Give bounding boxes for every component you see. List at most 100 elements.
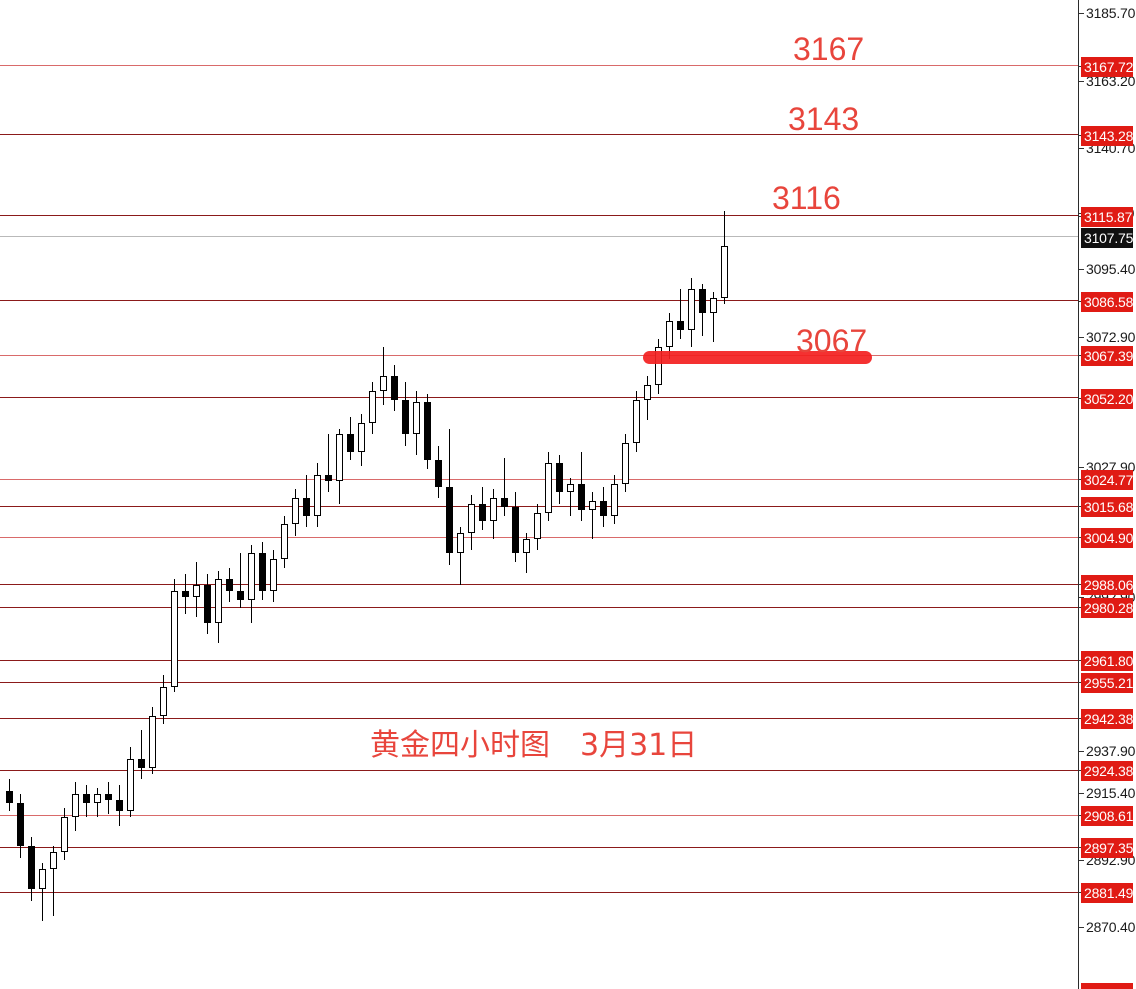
candle-body-bullish — [710, 298, 717, 313]
candle-body-bearish — [105, 793, 112, 800]
support-line — [0, 607, 1078, 608]
axis-level-label[interactable]: 2942.38 — [1081, 709, 1133, 729]
candle-body-bearish — [138, 759, 145, 768]
candle-body-bearish — [116, 799, 123, 812]
support-line — [0, 682, 1078, 683]
candle-body-bullish — [490, 498, 497, 522]
axis-level-label[interactable]: 3167.72 — [1081, 57, 1133, 77]
support-line — [0, 718, 1078, 719]
chart-plot-area: 3167 3143 3116 3067 黄金四小时图 3月31日 — [0, 32, 1078, 922]
axis-level-label[interactable]: 2897.35 — [1081, 838, 1133, 858]
axis-price-label: 3185.70 — [1086, 5, 1136, 21]
candle-body-bearish — [17, 802, 24, 846]
candle-body-bearish — [578, 483, 585, 510]
axis-level-label[interactable]: 3024.77 — [1081, 470, 1133, 490]
candle-body-bullish — [160, 686, 167, 716]
axis-level-label[interactable]: 3052.20 — [1081, 389, 1133, 409]
candle-body-bullish — [688, 289, 695, 330]
candle-body-bearish — [303, 498, 310, 516]
candle-body-bearish — [699, 289, 706, 313]
price-level-annotation: 3143 — [788, 101, 860, 137]
support-line — [0, 134, 1078, 135]
candle-body-bullish — [39, 869, 46, 890]
axis-level-label[interactable]: 2924.38 — [1081, 761, 1133, 781]
candle-body-bullish — [721, 245, 728, 299]
price-axis[interactable]: 3185.703163.203140.703118.203095.403072.… — [1078, 0, 1136, 989]
candle-wick — [328, 434, 329, 493]
axis-price-label: 3072.90 — [1086, 329, 1136, 345]
candle-body-bullish — [292, 498, 299, 525]
candle-body-bearish — [325, 474, 332, 481]
axis-level-label[interactable]: 3143.28 — [1081, 126, 1133, 146]
candle-wick — [42, 863, 43, 922]
candle-body-bullish — [358, 422, 365, 452]
candle-body-bullish — [468, 503, 475, 533]
candle-wick — [592, 492, 593, 539]
chart-title-annotation: 黄金四小时图 3月31日 — [370, 728, 698, 763]
support-line — [0, 506, 1078, 507]
support-line — [0, 397, 1078, 398]
axis-level-label[interactable]: 2988.06 — [1081, 575, 1133, 595]
axis-tick — [1079, 337, 1084, 338]
candle-body-bullish — [248, 553, 255, 600]
axis-level-label[interactable]: 3086.58 — [1081, 292, 1133, 312]
candle-body-bullish — [314, 474, 321, 516]
candle-body-bullish — [666, 321, 673, 348]
candle-body-bearish — [501, 498, 508, 507]
axis-level-label[interactable]: 3004.90 — [1081, 528, 1133, 548]
candle-wick — [680, 289, 681, 339]
candle-body-bullish — [369, 390, 376, 423]
candle-body-bullish — [457, 532, 464, 554]
candle-body-bearish — [600, 501, 607, 516]
support-line — [0, 479, 1078, 480]
candle-wick — [713, 292, 714, 342]
axis-tick — [1079, 751, 1084, 752]
candle-body-bullish — [193, 585, 200, 597]
axis-bottom-partial-label — [1081, 983, 1133, 989]
candle-body-bullish — [171, 590, 178, 687]
axis-level-label[interactable]: 2961.80 — [1081, 651, 1133, 671]
axis-level-label[interactable]: 3067.39 — [1081, 346, 1133, 366]
candle-body-bearish — [182, 590, 189, 597]
axis-price-label: 2915.40 — [1086, 785, 1136, 801]
candle-body-bearish — [237, 590, 244, 600]
axis-level-label[interactable]: 3015.68 — [1081, 497, 1133, 517]
candle-body-bearish — [6, 790, 13, 803]
candle-wick — [504, 457, 505, 516]
price-level-annotation: 3116 — [772, 180, 841, 216]
support-line — [0, 355, 1078, 356]
candle-wick — [240, 553, 241, 609]
axis-level-label[interactable]: 2908.61 — [1081, 806, 1133, 826]
candle-body-bullish — [149, 715, 156, 768]
axis-price-label: 3163.20 — [1086, 73, 1136, 89]
candle-body-bullish — [270, 559, 277, 591]
axis-level-label[interactable]: 2955.21 — [1081, 673, 1133, 693]
support-line — [0, 892, 1078, 893]
axis-tick — [1079, 793, 1084, 794]
candle-wick — [526, 532, 527, 574]
candle-body-bullish — [655, 347, 662, 386]
candle-body-bearish — [83, 793, 90, 803]
candle-body-bearish — [259, 553, 266, 591]
candle-body-bullish — [281, 524, 288, 559]
axis-level-label[interactable]: 3115.87 — [1081, 207, 1133, 227]
support-line — [0, 300, 1078, 301]
axis-tick — [1079, 81, 1084, 82]
current-price-tag[interactable]: 3107.75 — [1081, 228, 1133, 248]
candle-body-bearish — [204, 585, 211, 623]
axis-tick — [1079, 860, 1084, 861]
candle-body-bullish — [94, 793, 101, 803]
axis-level-label[interactable]: 2881.49 — [1081, 883, 1133, 903]
candle-body-bearish — [446, 486, 453, 554]
axis-level-label[interactable]: 2980.28 — [1081, 598, 1133, 618]
candle-body-bearish — [424, 402, 431, 461]
candle-body-bearish — [512, 506, 519, 554]
axis-tick — [1079, 269, 1084, 270]
candle-body-bullish — [72, 793, 79, 817]
candle-body-bullish — [534, 512, 541, 539]
axis-tick — [1079, 467, 1084, 468]
support-line — [0, 847, 1078, 848]
candle-body-bullish — [611, 483, 618, 516]
support-line — [0, 65, 1078, 66]
